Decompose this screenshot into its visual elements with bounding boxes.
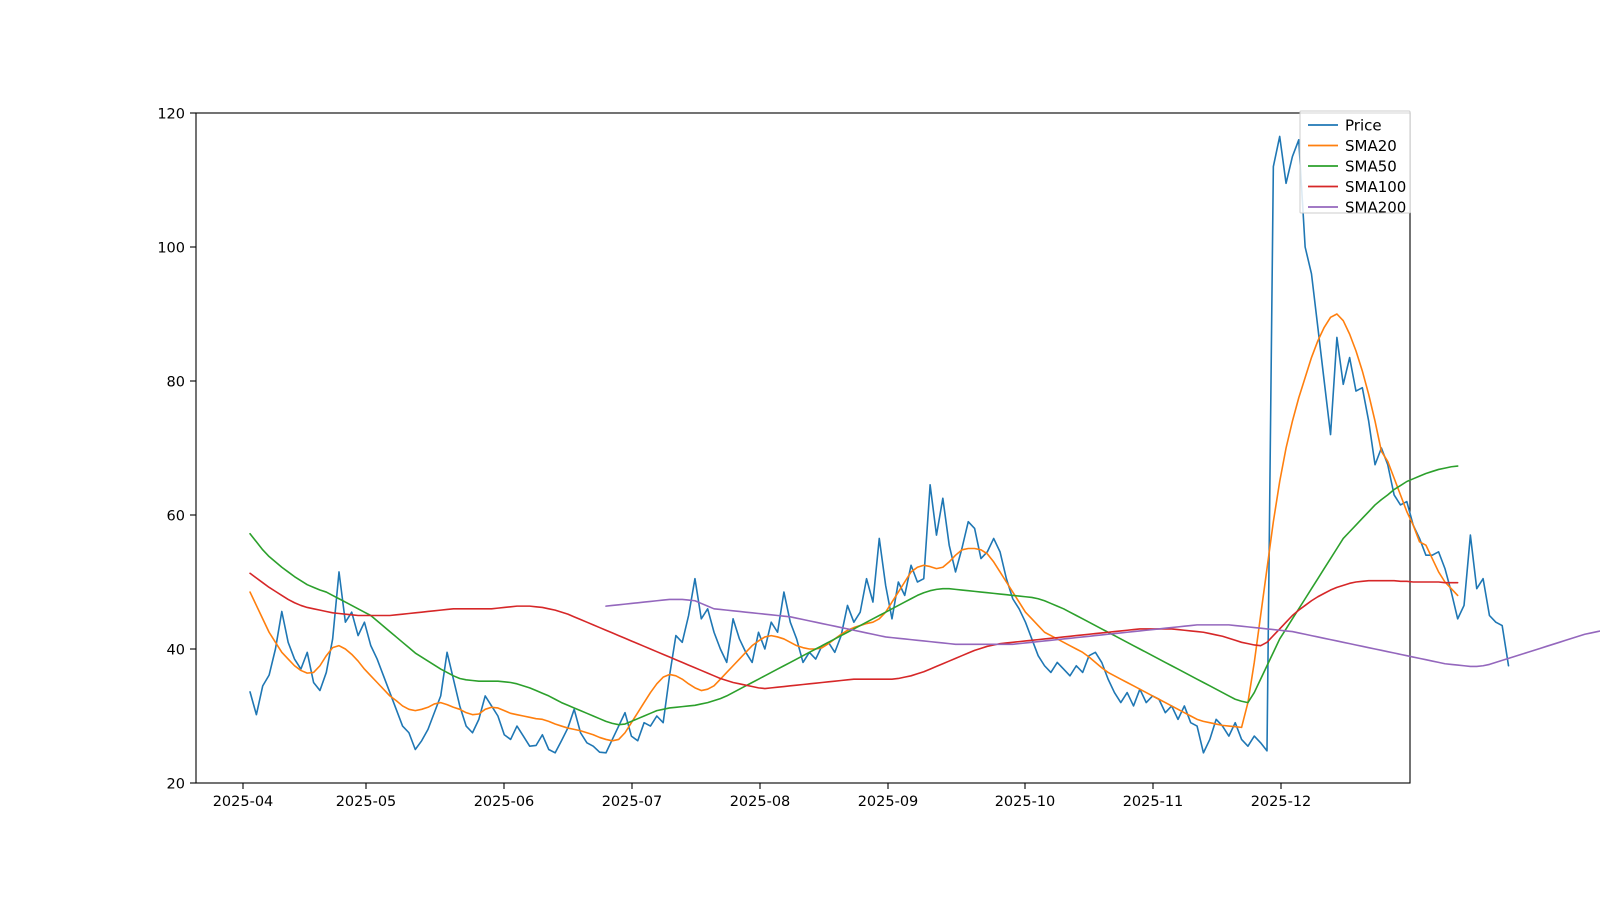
series-line-sma200 — [605, 598, 1600, 668]
y-tick-label: 60 — [167, 509, 185, 525]
legend-label-sma20: SMA20 — [1345, 137, 1397, 155]
legend-label-sma100: SMA100 — [1345, 178, 1406, 196]
series-lines — [249, 135, 1600, 754]
legend-label-sma200: SMA200 — [1345, 199, 1406, 217]
series-line-sma20 — [249, 313, 1459, 742]
series-line-sma100 — [249, 572, 1459, 690]
series-line-price — [249, 135, 1510, 754]
x-tick-label: 2025-08 — [730, 794, 791, 810]
y-tick-label: 100 — [157, 241, 185, 257]
series-line-sma50 — [249, 465, 1459, 726]
x-tick-label: 2025-05 — [336, 794, 397, 810]
chart-legend: Price SMA20 SMA50 SMA100 SMA200 — [1299, 110, 1411, 217]
x-tick-label: 2025-12 — [1251, 794, 1312, 810]
x-tick-label: 2025-07 — [602, 794, 663, 810]
x-tick-label: 2025-06 — [474, 794, 535, 810]
y-tick-label: 20 — [167, 777, 185, 793]
x-tick-label: 2025-10 — [995, 794, 1056, 810]
legend-label-price: Price — [1345, 117, 1382, 135]
y-tick-label: 40 — [167, 643, 185, 659]
legend-label-sma50: SMA50 — [1345, 158, 1397, 176]
y-tick-label: 120 — [157, 107, 185, 123]
x-tick-label: 2025-04 — [213, 794, 274, 810]
y-axis-ticks: 20 40 60 80 100 120 — [157, 107, 196, 793]
x-tick-label: 2025-09 — [858, 794, 919, 810]
x-tick-label: 2025-11 — [1123, 794, 1184, 810]
x-axis-ticks: 2025-04 2025-05 2025-06 2025-07 2025-08 2025-… — [213, 783, 1312, 810]
y-tick-label: 80 — [167, 375, 185, 391]
axes-frame — [195, 112, 1411, 784]
legend-background — [1299, 110, 1411, 214]
